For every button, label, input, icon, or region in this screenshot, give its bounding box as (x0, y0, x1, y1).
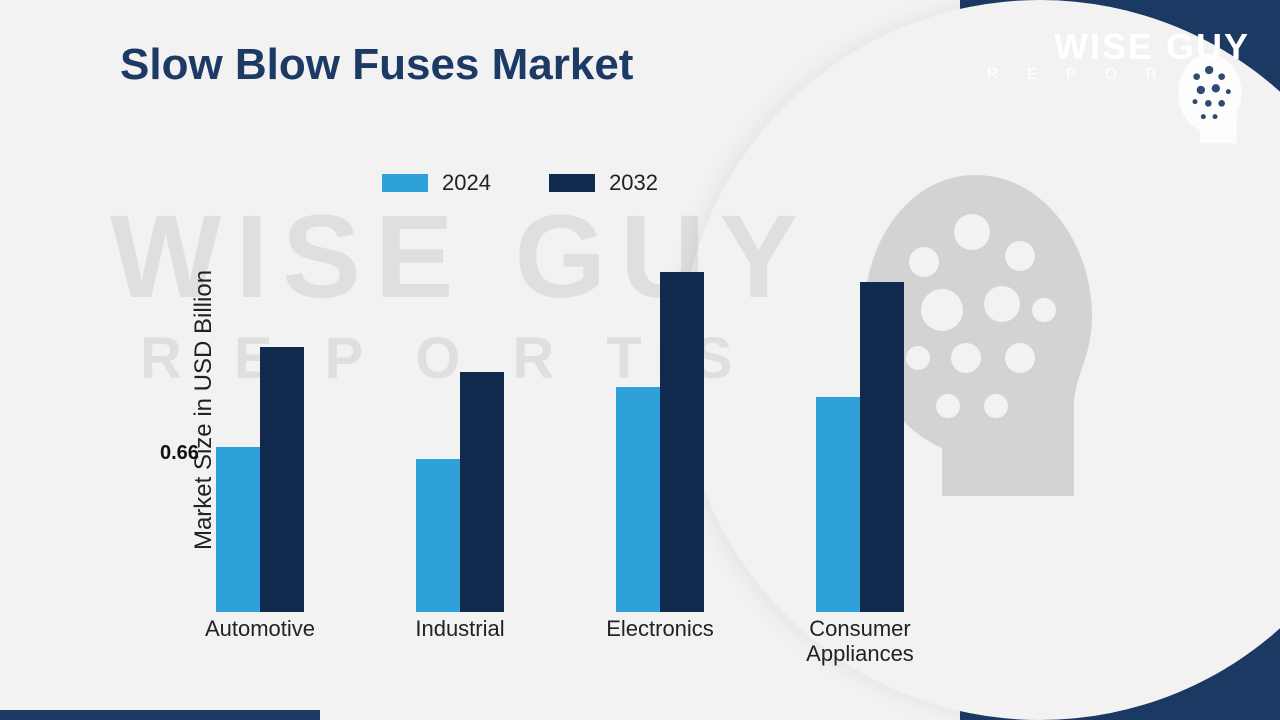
legend-swatch-2024 (382, 174, 428, 192)
bar (260, 347, 304, 612)
bar-group (385, 212, 535, 612)
bar-group (785, 212, 935, 612)
bar-chart: 2024 2032 Market Size in USD Billion 0.6… (70, 150, 970, 690)
bar (660, 272, 704, 612)
legend: 2024 2032 (70, 170, 970, 198)
legend-label-2032: 2032 (609, 170, 658, 196)
x-axis-label: Industrial (385, 616, 535, 667)
x-axis-label: Automotive (185, 616, 335, 667)
bottom-strip (0, 710, 320, 720)
legend-label-2024: 2024 (442, 170, 491, 196)
legend-item-2032: 2032 (549, 170, 658, 196)
bar (816, 397, 860, 612)
brand-logo: WISE GUY R E P O R T S (987, 26, 1250, 84)
chart-title: Slow Blow Fuses Market (120, 40, 633, 90)
brand-head-icon (1160, 50, 1250, 150)
bar (216, 447, 260, 612)
value-label: 0.66 (160, 442, 199, 465)
legend-item-2024: 2024 (382, 170, 491, 196)
bar (616, 387, 660, 612)
bar-groups: 0.66 (160, 212, 960, 612)
x-axis-label: Electronics (585, 616, 735, 667)
x-axis-labels: Automotive Industrial Electronics ConsumerA… (160, 616, 960, 667)
legend-swatch-2032 (549, 174, 595, 192)
plot-area: 0.66 (160, 212, 960, 612)
bar-group (585, 212, 735, 612)
bar-group: 0.66 (185, 212, 335, 612)
x-axis-label: ConsumerAppliances (785, 616, 935, 667)
stage: WISE GUY REPORTS Slow Blow Fuses Market … (0, 0, 1280, 720)
bar (860, 282, 904, 612)
bar (460, 372, 504, 612)
bar (416, 459, 460, 612)
